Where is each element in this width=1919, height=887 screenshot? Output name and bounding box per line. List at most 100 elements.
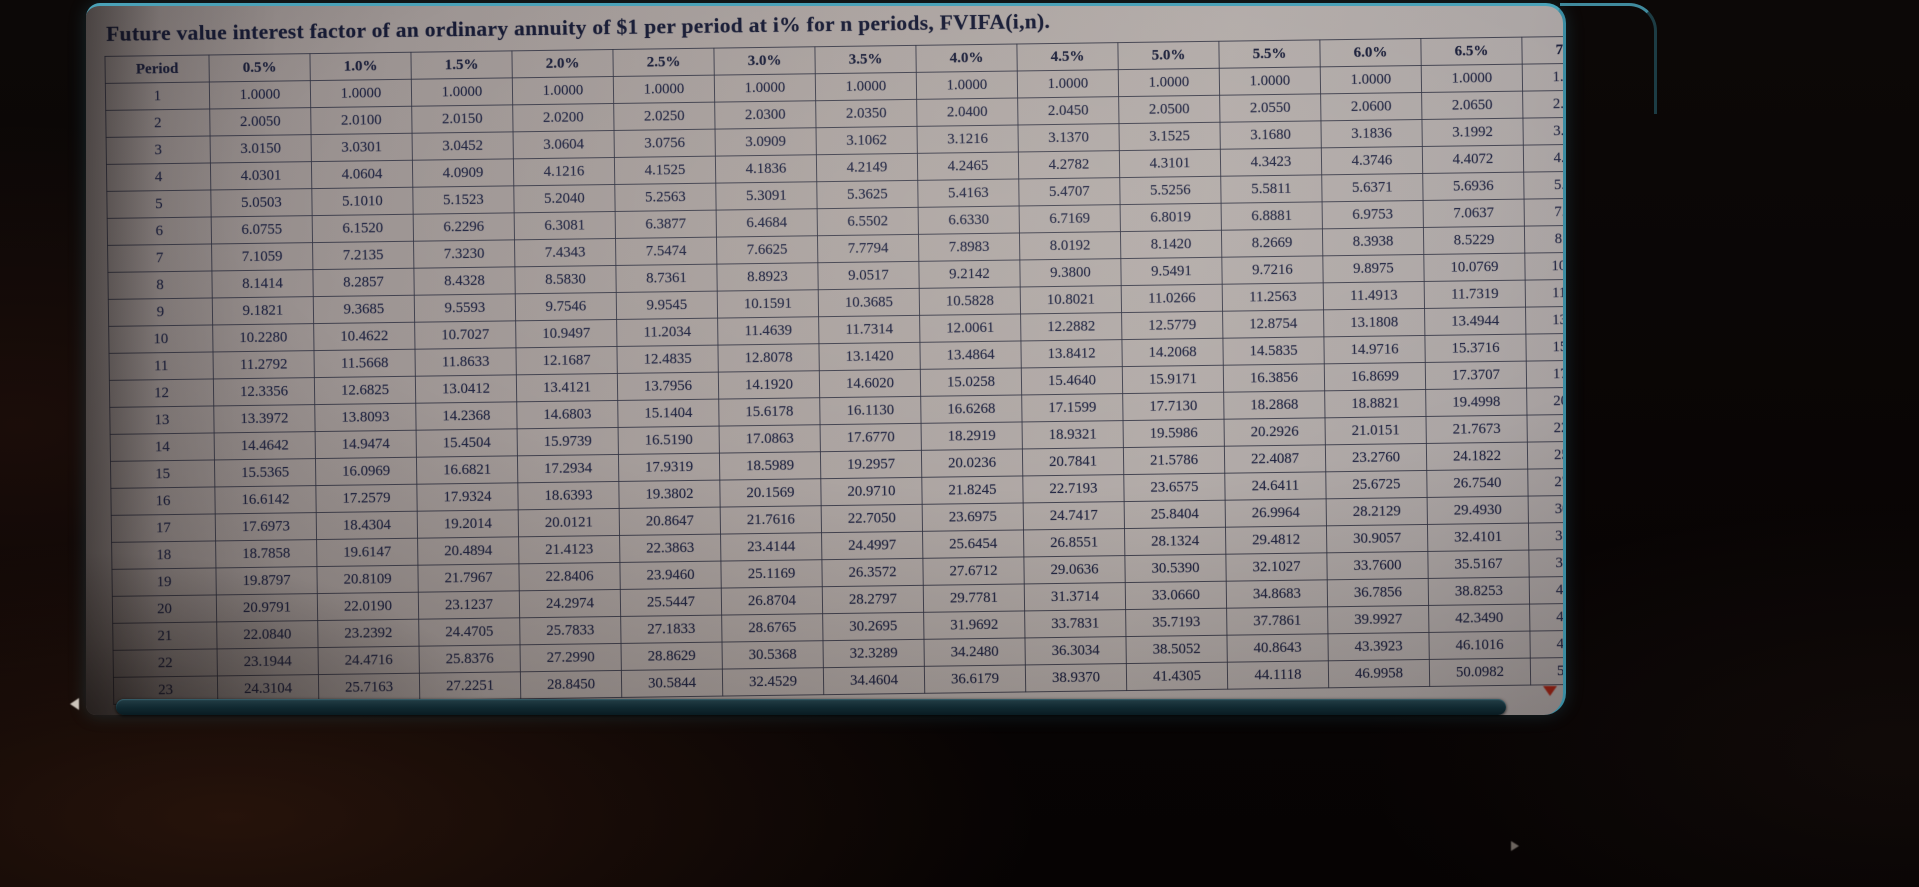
- value-cell: 38.8253: [1428, 577, 1530, 606]
- value-cell: 13.3972: [213, 404, 316, 433]
- value-cell: 4.1525: [614, 156, 716, 185]
- value-cell: 11.5668: [313, 349, 416, 378]
- value-cell: 25.7833: [519, 616, 622, 645]
- value-cell: 7.0637: [1423, 199, 1525, 228]
- value-cell: 14.5835: [1222, 336, 1325, 366]
- value-cell: 7.1059: [211, 242, 313, 271]
- value-cell: 37.7861: [1226, 606, 1328, 636]
- value-cell: 9.1821: [212, 296, 314, 325]
- value-cell: 9.5491: [1120, 257, 1223, 286]
- value-cell: 27.2251: [419, 671, 521, 701]
- value-cell: 30.5368: [721, 640, 824, 670]
- value-cell: 20.0121: [518, 508, 620, 537]
- value-cell: 8.2669: [1221, 228, 1323, 258]
- value-cell: 21.7616: [720, 505, 822, 535]
- value-cell: 1.0000: [1522, 62, 1563, 92]
- value-cell: 1.0000: [613, 75, 715, 104]
- value-cell: 22.4087: [1224, 444, 1326, 474]
- value-cell: 4.0301: [210, 161, 312, 190]
- value-cell: 10.7027: [414, 320, 516, 350]
- value-cell: 6.4684: [716, 208, 818, 238]
- value-cell: 18.7858: [215, 539, 317, 568]
- value-cell: 4.2149: [816, 153, 918, 182]
- value-cell: 26.3572: [821, 558, 924, 587]
- value-cell: 8.1420: [1120, 230, 1222, 259]
- value-cell: 5.4707: [1018, 177, 1121, 206]
- value-cell: 11.8633: [414, 347, 517, 377]
- scroll-right-icon[interactable]: [1511, 841, 1519, 851]
- value-cell: 23.4144: [720, 532, 822, 562]
- value-cell: 23.6975: [922, 502, 1024, 532]
- horizontal-scrollbar[interactable]: [116, 699, 1506, 715]
- value-cell: 9.3685: [313, 295, 415, 324]
- value-cell: 7.8983: [918, 232, 1020, 262]
- value-cell: 4.4399: [1523, 143, 1563, 173]
- value-cell: 14.2368: [415, 401, 518, 431]
- value-cell: 3.1370: [1017, 123, 1120, 152]
- value-cell: 46.1016: [1428, 631, 1531, 660]
- scroll-left-icon[interactable]: [70, 698, 79, 710]
- period-cell: 14: [110, 432, 215, 462]
- value-cell: 20.0236: [921, 448, 1023, 478]
- value-cell: 7.2135: [312, 241, 414, 270]
- value-cell: 12.8754: [1222, 309, 1324, 339]
- period-cell: 2: [105, 108, 211, 138]
- value-cell: 2.0250: [613, 102, 716, 131]
- value-cell: 10.2280: [212, 323, 314, 352]
- value-cell: 21.8245: [921, 475, 1024, 505]
- value-cell: 2.0700: [1522, 89, 1563, 119]
- value-cell: 1.0000: [1118, 68, 1220, 97]
- value-cell: 35.7193: [1125, 608, 1227, 637]
- value-cell: 11.2563: [1222, 282, 1324, 312]
- value-cell: 14.4642: [214, 431, 316, 460]
- value-cell: 2.0500: [1118, 95, 1220, 124]
- value-cell: 8.5229: [1423, 226, 1525, 255]
- rate-header: 2.0%: [511, 49, 614, 78]
- value-cell: 10.8021: [1020, 285, 1122, 314]
- value-cell: 28.6765: [721, 613, 823, 643]
- value-cell: 18.4304: [316, 511, 418, 540]
- value-cell: 14.2068: [1121, 338, 1224, 367]
- period-cell: 16: [110, 486, 216, 516]
- value-cell: 13.0412: [415, 374, 517, 404]
- dropdown-marker-icon[interactable]: [1543, 686, 1557, 696]
- value-cell: 2.0050: [209, 107, 312, 136]
- value-cell: 33.7831: [1024, 609, 1126, 638]
- value-cell: 17.1599: [1021, 393, 1124, 422]
- value-cell: 1.0000: [512, 76, 614, 105]
- value-cell: 5.6936: [1422, 172, 1525, 201]
- value-cell: 2.0300: [714, 100, 817, 130]
- value-cell: 13.4121: [516, 373, 618, 402]
- value-cell: 8.4328: [413, 266, 516, 296]
- value-cell: 17.0863: [719, 424, 821, 454]
- value-cell: 16.6821: [416, 455, 518, 485]
- value-cell: 21.7967: [417, 563, 520, 593]
- value-cell: 13.4864: [919, 340, 1022, 370]
- value-cell: 4.2465: [917, 151, 1019, 181]
- value-cell: 14.9716: [1323, 335, 1426, 364]
- value-cell: 34.8683: [1226, 579, 1328, 609]
- value-cell: 15.4504: [416, 428, 518, 458]
- value-cell: 12.8078: [717, 343, 820, 373]
- value-cell: 7.5474: [615, 237, 717, 266]
- value-cell: 14.6020: [819, 369, 921, 398]
- period-cell: 3: [106, 135, 211, 165]
- value-cell: 15.0258: [920, 367, 1022, 397]
- value-cell: 6.3081: [514, 211, 616, 240]
- value-cell: 24.4997: [821, 531, 923, 560]
- value-cell: 11.2792: [213, 350, 315, 379]
- value-cell: 6.3877: [615, 210, 717, 239]
- value-cell: 1.0000: [310, 79, 412, 108]
- value-cell: 8.3938: [1322, 227, 1424, 256]
- value-cell: 32.3289: [822, 639, 925, 668]
- value-cell: 2.0400: [916, 97, 1018, 127]
- value-cell: 20.2926: [1224, 417, 1326, 447]
- value-cell: 6.2296: [413, 212, 515, 242]
- rate-header: 4.5%: [1016, 42, 1119, 71]
- value-cell: 19.2014: [417, 509, 519, 539]
- value-cell: 42.3490: [1428, 604, 1530, 633]
- value-cell: 22.0190: [317, 592, 419, 621]
- value-cell: 8.8923: [716, 262, 819, 292]
- value-cell: 16.5190: [618, 426, 720, 455]
- value-cell: 3.1836: [1320, 119, 1423, 148]
